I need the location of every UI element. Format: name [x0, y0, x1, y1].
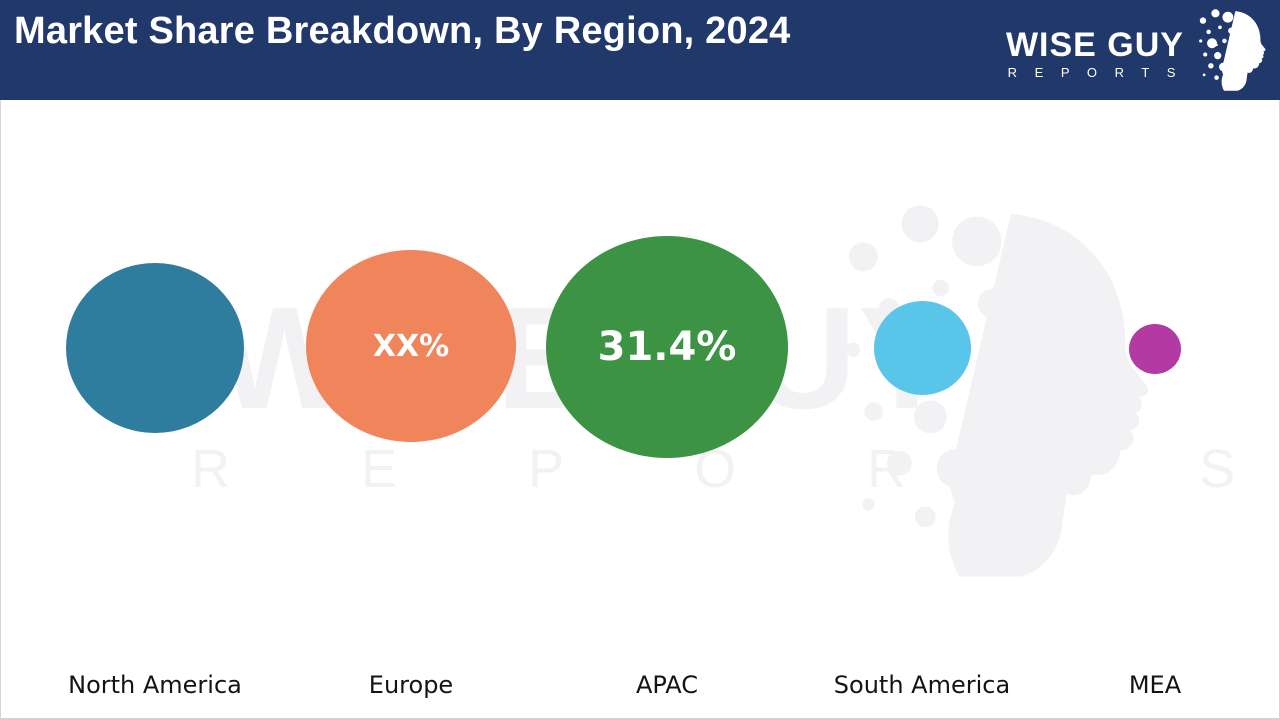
category-label-europe: Europe: [368, 671, 454, 699]
logo-wordmark-line2: R E P O R T S: [1007, 64, 1183, 80]
bubble-north-america: [66, 263, 244, 433]
category-label-mea: MEA: [1128, 671, 1182, 699]
bubble-mea: [1129, 324, 1181, 374]
dotted-head-logo-icon: [1199, 9, 1266, 91]
logo-wordmark: WISE GUY R E P O R T S: [1006, 28, 1184, 79]
logo-wordmark-line1: WISE GUY: [1005, 25, 1184, 64]
header-band: Market Share Breakdown, By Region, 2024 …: [0, 0, 1280, 100]
wise-guy-reports-logo: WISE GUY R E P O R T S: [1006, 6, 1272, 94]
page-title: Market Share Breakdown, By Region, 2024: [14, 10, 791, 52]
bubble-value-europe: XX%: [372, 328, 450, 364]
category-label-north-america: North America: [68, 671, 242, 699]
category-label-south-america: South America: [833, 671, 1011, 699]
chart-plot-area: WISE GUY R E P O R T S XX% 31.4% North A: [0, 100, 1280, 720]
category-label-apac: APAC: [635, 671, 699, 699]
bubble-apac: 31.4%: [546, 236, 788, 458]
bubble-south-america: [873, 301, 971, 395]
bubble-europe: XX%: [306, 250, 516, 442]
bubble-value-apac: 31.4%: [597, 324, 737, 370]
bubble-layer: XX% 31.4% North America Europe APAC Sout…: [1, 100, 1279, 718]
